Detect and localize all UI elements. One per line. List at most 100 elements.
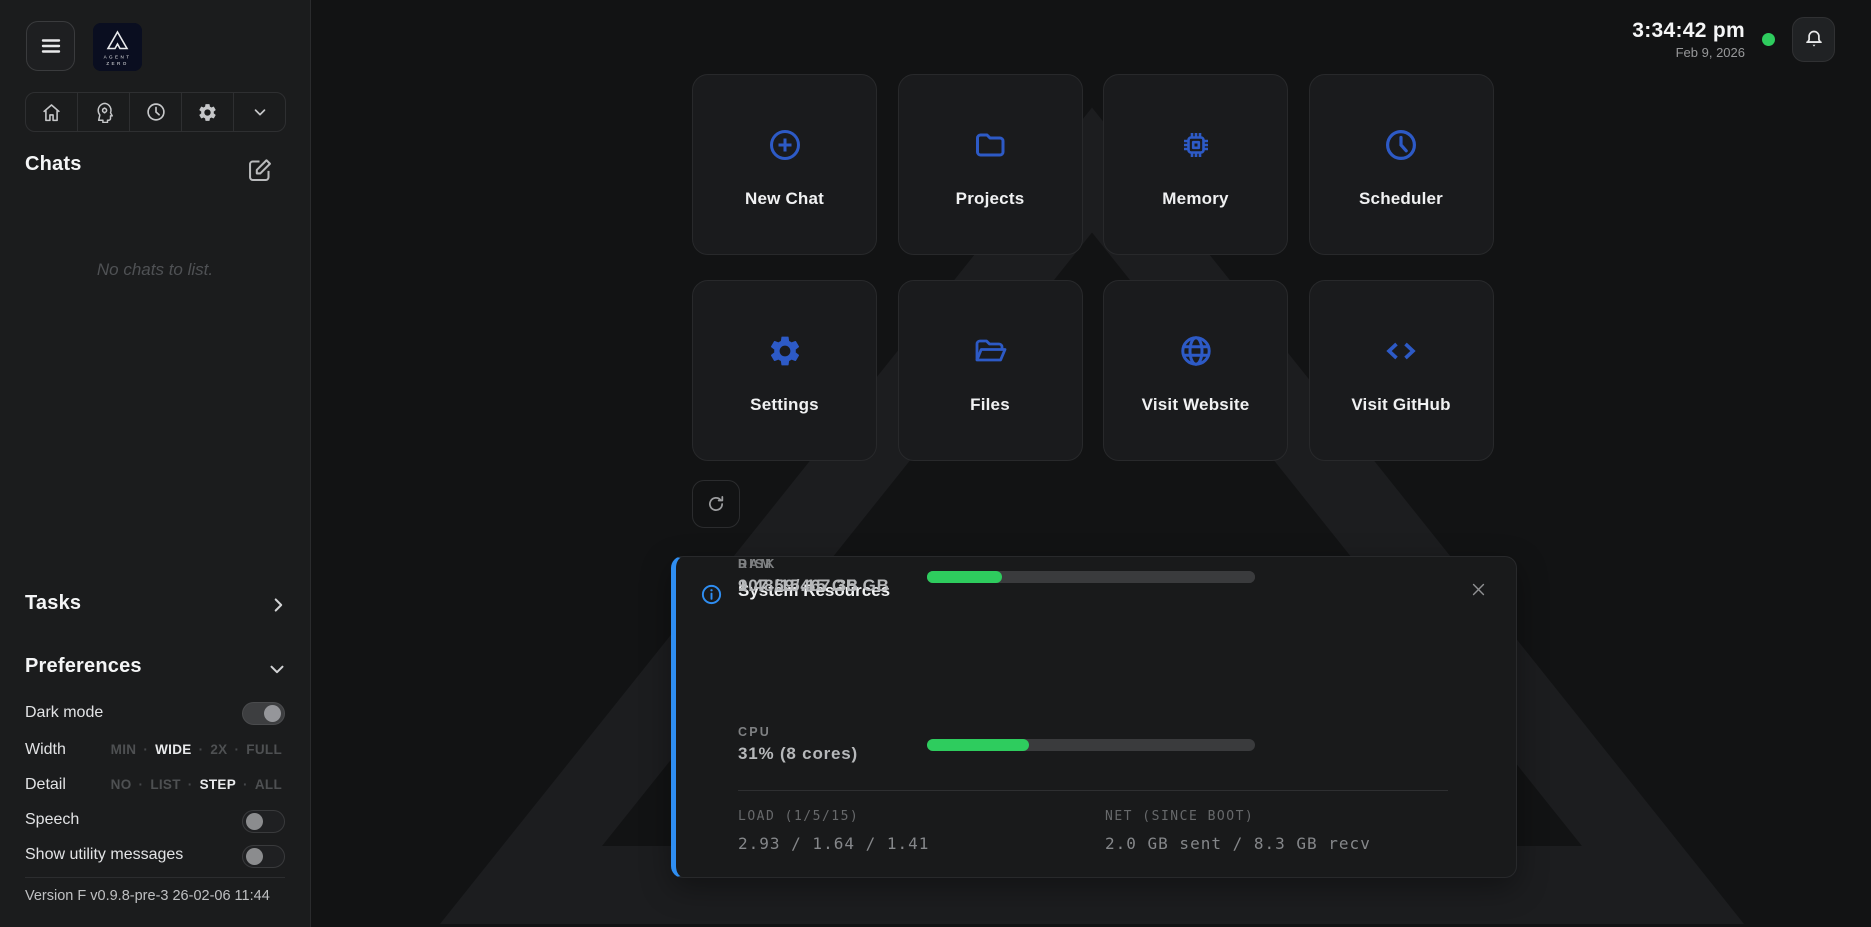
clock-block: 3:34:42 pm Feb 9, 2026 [1632, 19, 1745, 60]
disk-progress-track [927, 571, 1255, 583]
dark-mode-toggle[interactable] [242, 702, 285, 725]
width-label: Width [25, 741, 66, 758]
sidebar: AGENT ZERO [0, 0, 311, 927]
main-area: 3:34:42 pm Feb 9, 2026 New Chat [311, 0, 1871, 927]
settings-card[interactable]: Settings [692, 280, 877, 461]
card-label: Scheduler [1359, 189, 1443, 208]
toggle-knob [246, 848, 263, 865]
nav-memory-button[interactable] [78, 93, 130, 131]
scheduler-card[interactable]: Scheduler [1308, 74, 1494, 255]
info-icon [700, 583, 723, 606]
detail-option-all[interactable]: ALL [243, 777, 282, 792]
card-label: Settings [750, 395, 819, 414]
hamburger-menu-button[interactable] [26, 21, 75, 71]
home-icon [41, 102, 62, 123]
gear-icon [767, 333, 803, 369]
detail-label: Detail [25, 776, 66, 793]
sidebar-nav-toolbar [25, 92, 286, 132]
utility-messages-label: Show utility messages [25, 846, 184, 863]
width-option-min[interactable]: MIN [110, 742, 137, 757]
visit-github-card[interactable]: Visit GitHub [1308, 280, 1494, 461]
utility-messages-toggle[interactable] [242, 845, 285, 868]
nav-history-button[interactable] [130, 93, 182, 131]
speech-label: Speech [25, 811, 80, 828]
net-label: NET (SINCE BOOT) [1105, 809, 1255, 824]
hamburger-icon [39, 34, 63, 58]
width-option-wide[interactable]: WIDE [143, 742, 191, 757]
logo-triangle-icon [106, 30, 129, 50]
close-icon [1470, 581, 1487, 598]
nav-home-button[interactable] [26, 93, 78, 131]
detail-option-no[interactable]: NO [110, 777, 132, 792]
tasks-heading[interactable]: Tasks [25, 592, 82, 614]
cpu-progress-track [927, 739, 1255, 751]
visit-website-card[interactable]: Visit Website [1103, 280, 1288, 461]
svg-text:ZERO: ZERO [106, 61, 128, 66]
speech-toggle[interactable] [242, 810, 285, 833]
sidebar-divider [25, 877, 285, 878]
card-label: Visit GitHub [1351, 395, 1451, 414]
chevron-down-icon [251, 103, 269, 121]
card-label: Memory [1162, 189, 1229, 208]
no-chats-message: No chats to list. [96, 260, 214, 279]
chats-heading: Chats [25, 153, 82, 175]
detail-option-step[interactable]: STEP [188, 777, 236, 792]
files-card[interactable]: Files [897, 280, 1083, 461]
memory-card[interactable]: Memory [1103, 74, 1288, 255]
cpu-label: CPU [738, 725, 771, 739]
projects-card[interactable]: Projects [897, 74, 1083, 255]
width-option-group: MIN WIDE 2X FULL [111, 742, 282, 757]
globe-icon [1178, 333, 1214, 369]
toggle-knob [264, 705, 281, 722]
cpu-meter: CPU 31% (8 cores) [738, 725, 1460, 771]
online-status-dot [1762, 33, 1775, 46]
detail-option-group: NO LIST STEP ALL [111, 777, 282, 792]
close-button[interactable] [1468, 579, 1488, 599]
system-resources-panel: System Resources CPU 31% (8 cores) RAM 9… [671, 556, 1517, 878]
load-label: LOAD (1/5/15) [738, 809, 860, 824]
disk-progress-fill [927, 571, 1003, 583]
refresh-icon [705, 493, 727, 515]
width-option-full[interactable]: FULL [235, 742, 283, 757]
disk-label: DISK [738, 557, 777, 571]
agent-zero-logo[interactable]: AGENT ZERO [93, 23, 142, 71]
notifications-button[interactable] [1792, 17, 1835, 62]
refresh-button[interactable] [692, 480, 740, 528]
card-label: New Chat [744, 189, 825, 208]
panel-divider [738, 790, 1448, 791]
clock-icon [1383, 127, 1419, 163]
nav-expand-button[interactable] [234, 93, 285, 131]
folder-open-icon [972, 333, 1008, 369]
load-stat: LOAD (1/5/15) 2.93 / 1.64 / 1.41 [738, 809, 929, 853]
version-text: Version F v0.9.8-pre-3 26-02-06 11:44 [25, 888, 270, 904]
nav-settings-button[interactable] [182, 93, 234, 131]
tasks-expand-button[interactable] [267, 594, 289, 616]
current-time: 3:34:42 pm [1632, 19, 1745, 42]
new-chat-edit-button[interactable] [245, 156, 273, 184]
toggle-knob [246, 813, 263, 830]
card-label: Visit Website [1141, 395, 1250, 414]
preferences-heading[interactable]: Preferences [25, 655, 142, 677]
card-label: Projects [955, 189, 1025, 208]
dashboard-card-grid: New Chat Projects Memory Scheduler [692, 74, 1494, 461]
preferences-collapse-button[interactable] [266, 658, 288, 680]
gear-icon [197, 102, 218, 123]
new-chat-card[interactable]: New Chat [692, 74, 877, 255]
code-icon [1383, 333, 1419, 369]
load-value: 2.93 / 1.64 / 1.41 [738, 834, 930, 853]
current-date: Feb 9, 2026 [1675, 45, 1745, 60]
chevron-right-icon [267, 594, 289, 616]
width-option-2x[interactable]: 2X [199, 742, 228, 757]
edit-square-icon [246, 157, 273, 184]
net-stat: NET (SINCE BOOT) 2.0 GB sent / 8.3 GB re… [1105, 809, 1371, 853]
folder-icon [972, 127, 1008, 163]
chevron-down-icon [266, 658, 288, 680]
cpu-progress-fill [927, 739, 1029, 751]
dark-mode-label: Dark mode [25, 704, 104, 721]
statusbar: 3:34:42 pm Feb 9, 2026 [1632, 17, 1835, 62]
card-label: Files [970, 395, 1010, 414]
detail-option-list[interactable]: LIST [139, 777, 181, 792]
clock-icon [145, 101, 167, 123]
bell-icon [1802, 28, 1826, 52]
